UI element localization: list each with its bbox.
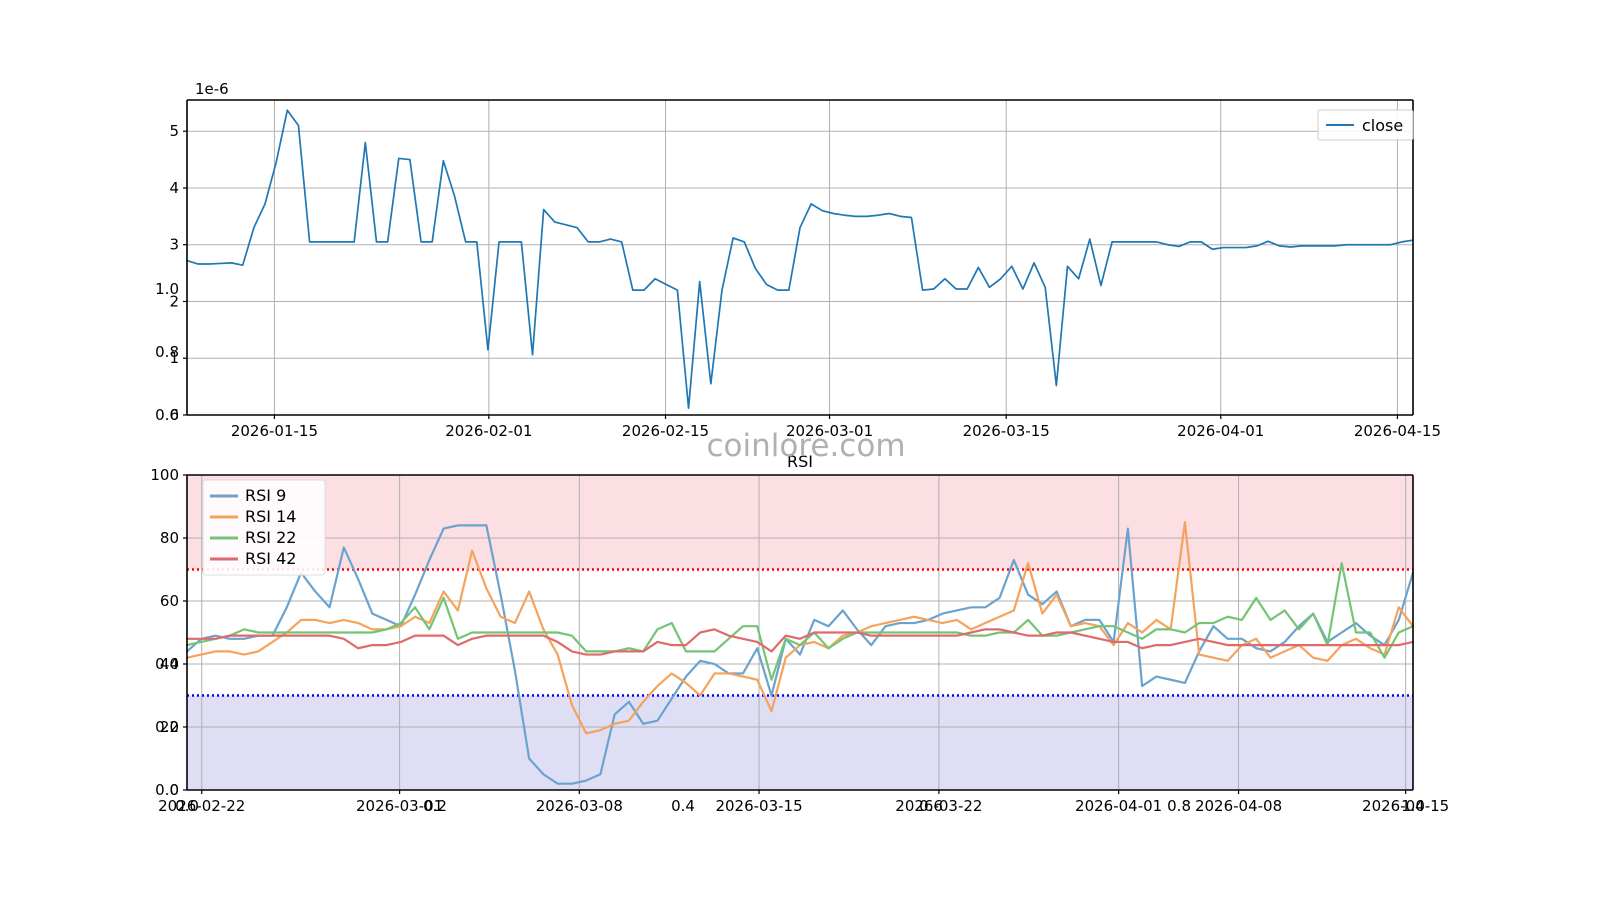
price-xtick-label-4: 2026-03-15 bbox=[963, 422, 1050, 440]
price-xtick-label-1: 2026-02-01 bbox=[445, 422, 532, 440]
price-ytick-label-0: 0 bbox=[169, 406, 179, 424]
rsi-ytick-overlap-label-0: 0.0 bbox=[155, 781, 179, 799]
rsi-xtick-label-4: 2026-03-22 bbox=[895, 797, 982, 815]
rsi-ytick-label-3: 60 bbox=[160, 592, 179, 610]
price-ytick-overlap-label-1: 0.8 bbox=[155, 343, 179, 361]
price-xtick-label-2: 2026-02-15 bbox=[622, 422, 709, 440]
price-ytick-label-2: 2 bbox=[169, 292, 179, 310]
rsi-xtick-label-6: 2026-04-08 bbox=[1195, 797, 1282, 815]
rsi-band-0 bbox=[187, 475, 1413, 570]
rsi-xtick-label-3: 2026-03-15 bbox=[715, 797, 802, 815]
watermark: coinlore.com bbox=[706, 428, 905, 464]
rsi-ytick-label-5: 100 bbox=[150, 466, 179, 484]
rsi-legend-box bbox=[202, 479, 326, 576]
rsi-xtick-label-5: 2026-04-01 bbox=[1075, 797, 1162, 815]
rsi-line-rsi-42 bbox=[185, 628, 1415, 656]
rsi-panel-title: RSI bbox=[787, 452, 813, 471]
price-ytick-label-5: 5 bbox=[169, 122, 179, 140]
rsi-legend-label-rsi-22: RSI 22 bbox=[245, 528, 296, 547]
rsi-ytick-label-4: 80 bbox=[160, 529, 179, 547]
rsi-band-1 bbox=[187, 695, 1413, 790]
rsi-xtick-overlap-label-2: 0.4 bbox=[671, 797, 695, 815]
price-chart-panel: 0 1 2 3 4 5 0.6 0.8 1.0 1e-6 2026-01-15 2026-02-01 2… bbox=[155, 80, 1441, 440]
rsi-legend-label-rsi-9: RSI 9 bbox=[245, 486, 286, 505]
rsi-xtick-overlap-label-3: 0.6 bbox=[919, 797, 943, 815]
rsi-xtick-label-7: 2026-04-15 bbox=[1362, 797, 1449, 815]
price-xtick-label-0: 2026-01-15 bbox=[231, 422, 318, 440]
close-price-line bbox=[186, 109, 1414, 410]
rsi-ytick-overlap-label-1: 0.2 bbox=[155, 718, 179, 736]
price-xtick-label-3: 2026-03-01 bbox=[786, 422, 873, 440]
rsi-xtick-label-0: 2026-02-22 bbox=[158, 797, 245, 815]
rsi-xtick-overlap-label-1: 0.2 bbox=[423, 797, 447, 815]
price-legend-box bbox=[1317, 109, 1414, 141]
price-xtick-label-5: 2026-04-01 bbox=[1177, 422, 1264, 440]
price-xtick-label-6: 2026-04-15 bbox=[1354, 422, 1441, 440]
rsi-legend-label-rsi-42: RSI 42 bbox=[245, 549, 296, 568]
price-legend-label-close: close bbox=[1362, 116, 1403, 135]
price-ytick-label-1: 1 bbox=[169, 349, 179, 367]
price-yaxis-offset-text: 1e-6 bbox=[195, 80, 229, 98]
rsi-xtick-label-1: 2026-03-01 bbox=[356, 797, 443, 815]
price-plot-background bbox=[187, 100, 1413, 415]
rsi-ytick-label-1: 20 bbox=[160, 718, 179, 736]
rsi-xtick-overlap-label-4: 0.8 bbox=[1167, 797, 1191, 815]
rsi-chart-panel: 0 20 40 60 80 100 0.0 0.2 0.4 2026-02-22 2026-03-0… bbox=[150, 452, 1449, 815]
rsi-xtick-label-2: 2026-03-08 bbox=[536, 797, 623, 815]
price-ytick-overlap-label-2: 1.0 bbox=[155, 280, 179, 298]
rsi-ytick-label-0: 0 bbox=[169, 781, 179, 799]
price-ytick-label-3: 3 bbox=[169, 236, 179, 254]
price-ytick-overlap-label-0: 0.6 bbox=[155, 406, 179, 424]
rsi-xtick-overlap-label-5: 1.0 bbox=[1401, 797, 1425, 815]
rsi-ytick-overlap-label-2: 0.4 bbox=[155, 655, 179, 673]
rsi-ytick-label-2: 40 bbox=[160, 655, 179, 673]
rsi-legend-label-rsi-14: RSI 14 bbox=[245, 507, 296, 526]
price-ytick-label-4: 4 bbox=[169, 179, 179, 197]
rsi-xtick-overlap-label-0: 0.0 bbox=[175, 797, 199, 815]
rsi-line-rsi-22 bbox=[185, 562, 1415, 681]
rsi-line-rsi-9 bbox=[185, 524, 1415, 785]
